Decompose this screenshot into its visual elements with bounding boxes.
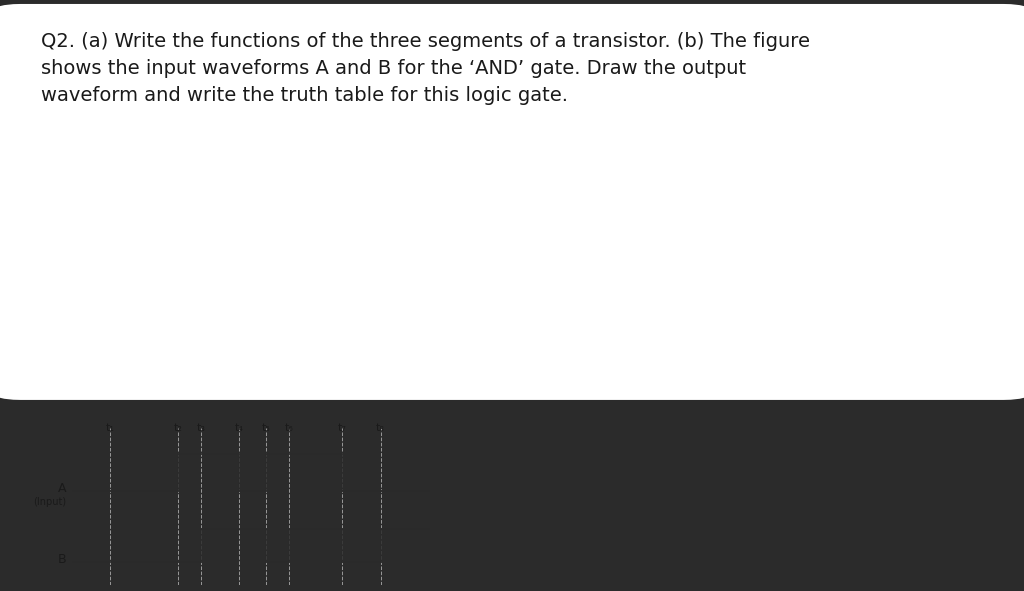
Text: t₄: t₄	[234, 423, 244, 433]
Text: t₇: t₇	[338, 423, 347, 433]
Text: t₃: t₃	[197, 423, 206, 433]
FancyBboxPatch shape	[0, 4, 1024, 400]
Text: B: B	[57, 553, 66, 566]
Text: t₈: t₈	[376, 423, 385, 433]
Text: t₆: t₆	[285, 423, 294, 433]
Text: t₅: t₅	[262, 423, 270, 433]
Text: t₁: t₁	[105, 423, 115, 433]
Text: A: A	[57, 482, 66, 495]
Text: Q2. (a) Write the functions of the three segments of a transistor. (b) The figur: Q2. (a) Write the functions of the three…	[41, 32, 810, 105]
Text: (Input): (Input)	[33, 496, 66, 506]
Text: t₂: t₂	[174, 423, 183, 433]
